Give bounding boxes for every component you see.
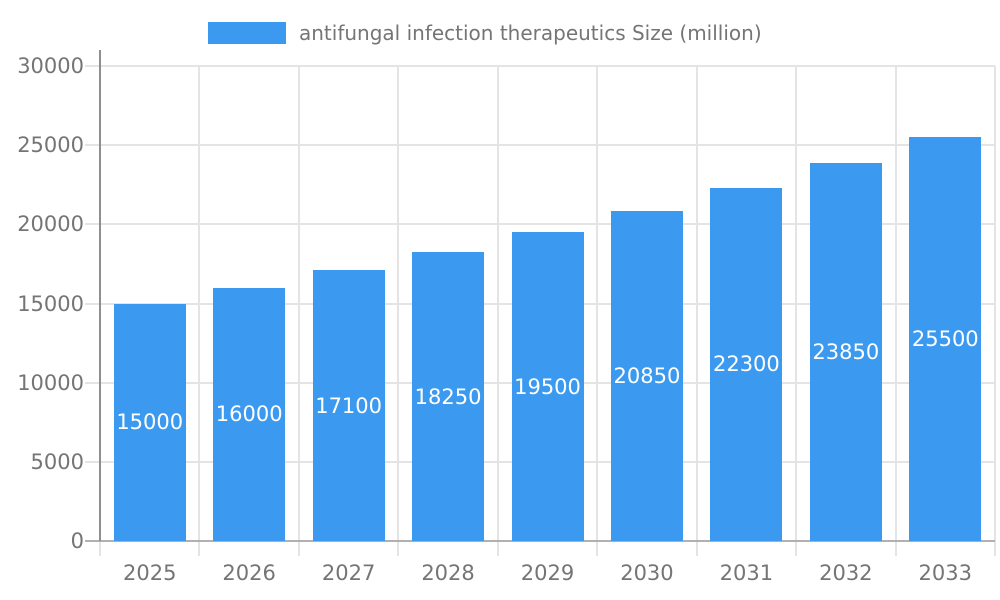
bar-value-label: 17100 <box>315 393 383 418</box>
gridline-horizontal <box>85 223 995 226</box>
bar-value-label: 16000 <box>215 402 283 427</box>
bar[interactable]: 17100 <box>312 270 385 541</box>
gridline-vertical <box>695 66 698 556</box>
x-axis-label: 2029 <box>520 561 575 585</box>
gridline-vertical <box>994 66 996 556</box>
x-axis-label: 2025 <box>122 561 177 585</box>
x-axis-label: 2032 <box>819 561 873 585</box>
bar-value-label: 15000 <box>116 410 184 435</box>
gridline-vertical <box>397 66 400 556</box>
y-axis-label: 20000 <box>17 212 84 237</box>
bar-value-label: 20850 <box>613 363 681 388</box>
bar[interactable]: 25500 <box>909 137 982 541</box>
x-axis-line <box>85 540 995 542</box>
y-axis-label: 15000 <box>17 291 84 316</box>
gridline-vertical <box>496 66 499 556</box>
x-axis-label: 2027 <box>321 561 376 585</box>
bar[interactable]: 16000 <box>213 287 286 541</box>
x-axis-label: 2031 <box>719 561 774 585</box>
gridline-vertical <box>198 66 201 556</box>
x-axis-label: 2028 <box>421 561 475 585</box>
y-axis-line <box>99 50 101 541</box>
x-axis-label: 2033 <box>918 561 972 585</box>
y-axis-label: 0 <box>70 529 84 553</box>
gridline-vertical <box>795 66 798 556</box>
bar[interactable]: 22300 <box>710 187 783 541</box>
y-axis-label: 25000 <box>17 133 84 158</box>
gridline-vertical <box>297 66 300 556</box>
y-axis-label: 10000 <box>17 370 84 395</box>
gridline-horizontal <box>85 144 995 147</box>
gridline-vertical <box>894 66 897 556</box>
bar[interactable]: 18250 <box>412 252 485 541</box>
legend-swatch <box>208 22 286 44</box>
bar[interactable]: 15000 <box>113 303 186 541</box>
y-axis-label: 5000 <box>30 449 84 474</box>
bar-value-label: 18250 <box>414 384 482 409</box>
y-axis-label: 30000 <box>17 54 84 78</box>
bar-value-label: 22300 <box>712 352 780 377</box>
legend-label: antifungal infection therapeutics Size (… <box>299 21 762 45</box>
bar-value-label: 23850 <box>812 340 880 365</box>
bar[interactable]: 23850 <box>809 163 882 541</box>
bar[interactable]: 20850 <box>610 210 683 541</box>
bar-value-label: 19500 <box>514 374 581 399</box>
bar-value-label: 25500 <box>911 327 979 352</box>
chart-legend[interactable]: antifungal infection therapeutics Size (… <box>208 21 762 45</box>
gridline-vertical <box>596 66 599 556</box>
x-axis-label: 2026 <box>222 561 276 585</box>
x-axis-label: 2030 <box>620 561 674 585</box>
gridline-horizontal <box>85 65 995 67</box>
bar[interactable]: 19500 <box>511 232 584 541</box>
